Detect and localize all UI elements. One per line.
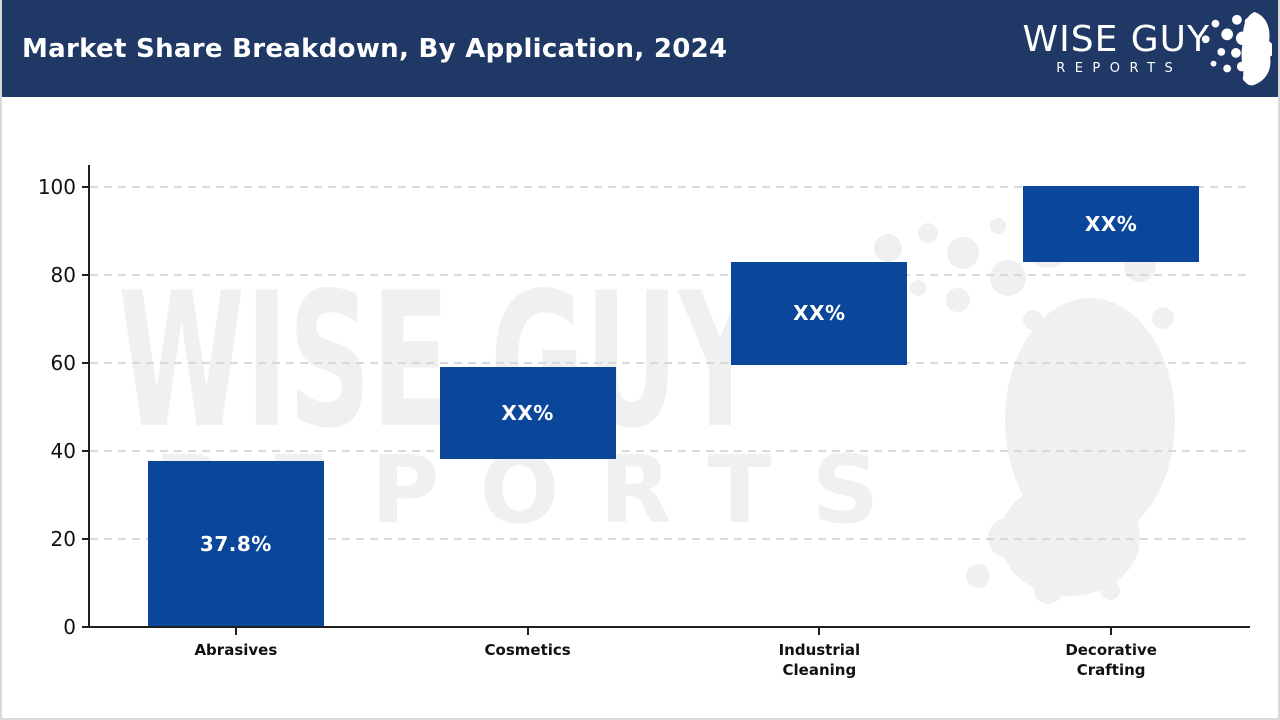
y-tick-label: 60 <box>50 351 76 375</box>
bar-cosmetics: XX% <box>439 367 616 459</box>
x-axis-line <box>88 626 1250 628</box>
bar-abrasives: 37.8% <box>147 460 324 627</box>
y-gridline <box>90 274 1250 276</box>
x-tick-mark <box>526 627 529 635</box>
category-label-line: Cosmetics <box>484 641 571 659</box>
category-label-cosmetics: Cosmetics <box>418 640 638 660</box>
y-gridline <box>90 538 1250 540</box>
y-tick-label: 40 <box>50 439 76 463</box>
y-tick-mark <box>82 538 90 540</box>
bar-value-label: XX% <box>501 401 554 426</box>
y-tick-label: 80 <box>50 263 76 287</box>
logo-head-icon <box>1201 11 1272 85</box>
watermark-head-icon <box>874 214 1175 604</box>
logo-text: WISE GUY REPORTS <box>1022 18 1211 76</box>
bar-value-label: 37.8% <box>199 531 272 556</box>
category-label-line: Industrial <box>778 641 861 659</box>
logo-subtitle: REPORTS <box>1056 60 1183 76</box>
y-tick-mark <box>82 186 90 188</box>
category-label-industrial-cleaning: Industrial Cleaning <box>709 640 929 680</box>
category-label-line: Decorative <box>1065 641 1157 659</box>
category-label-decorative-crafting: Decorative Crafting <box>1001 640 1221 680</box>
header-bar: Market Share Breakdown, By Application, … <box>2 0 1278 97</box>
y-tick-mark <box>82 626 90 628</box>
y-gridline <box>90 450 1250 452</box>
y-gridline <box>90 186 1250 188</box>
wiseguy-logo: WISE GUY REPORTS <box>1022 7 1272 91</box>
category-label-line: Crafting <box>1076 661 1146 679</box>
y-tick-label: 0 <box>63 615 76 639</box>
y-axis-line <box>88 165 90 628</box>
bar-value-label: XX% <box>1084 211 1138 236</box>
logo-wordmark: WISE GUY <box>1022 18 1210 60</box>
page-title: Market Share Breakdown, By Application, … <box>22 33 728 64</box>
y-tick-mark <box>82 274 90 276</box>
x-tick-mark <box>818 627 821 635</box>
bar-value-label: XX% <box>793 301 846 326</box>
category-label-line: Cleaning <box>782 661 857 679</box>
x-tick-mark <box>234 627 237 635</box>
y-tick-mark <box>82 362 90 364</box>
y-tick-label: 20 <box>50 527 76 551</box>
y-tick-mark <box>82 450 90 452</box>
category-label-line: Abrasives <box>194 641 278 659</box>
x-tick-mark <box>1110 627 1113 635</box>
category-label-abrasives: Abrasives <box>126 640 346 660</box>
bar-decorative-crafting: XX% <box>1023 186 1200 262</box>
y-gridline <box>90 362 1250 364</box>
y-tick-label: 100 <box>37 175 76 199</box>
bar-industrial-cleaning: XX% <box>731 261 908 366</box>
